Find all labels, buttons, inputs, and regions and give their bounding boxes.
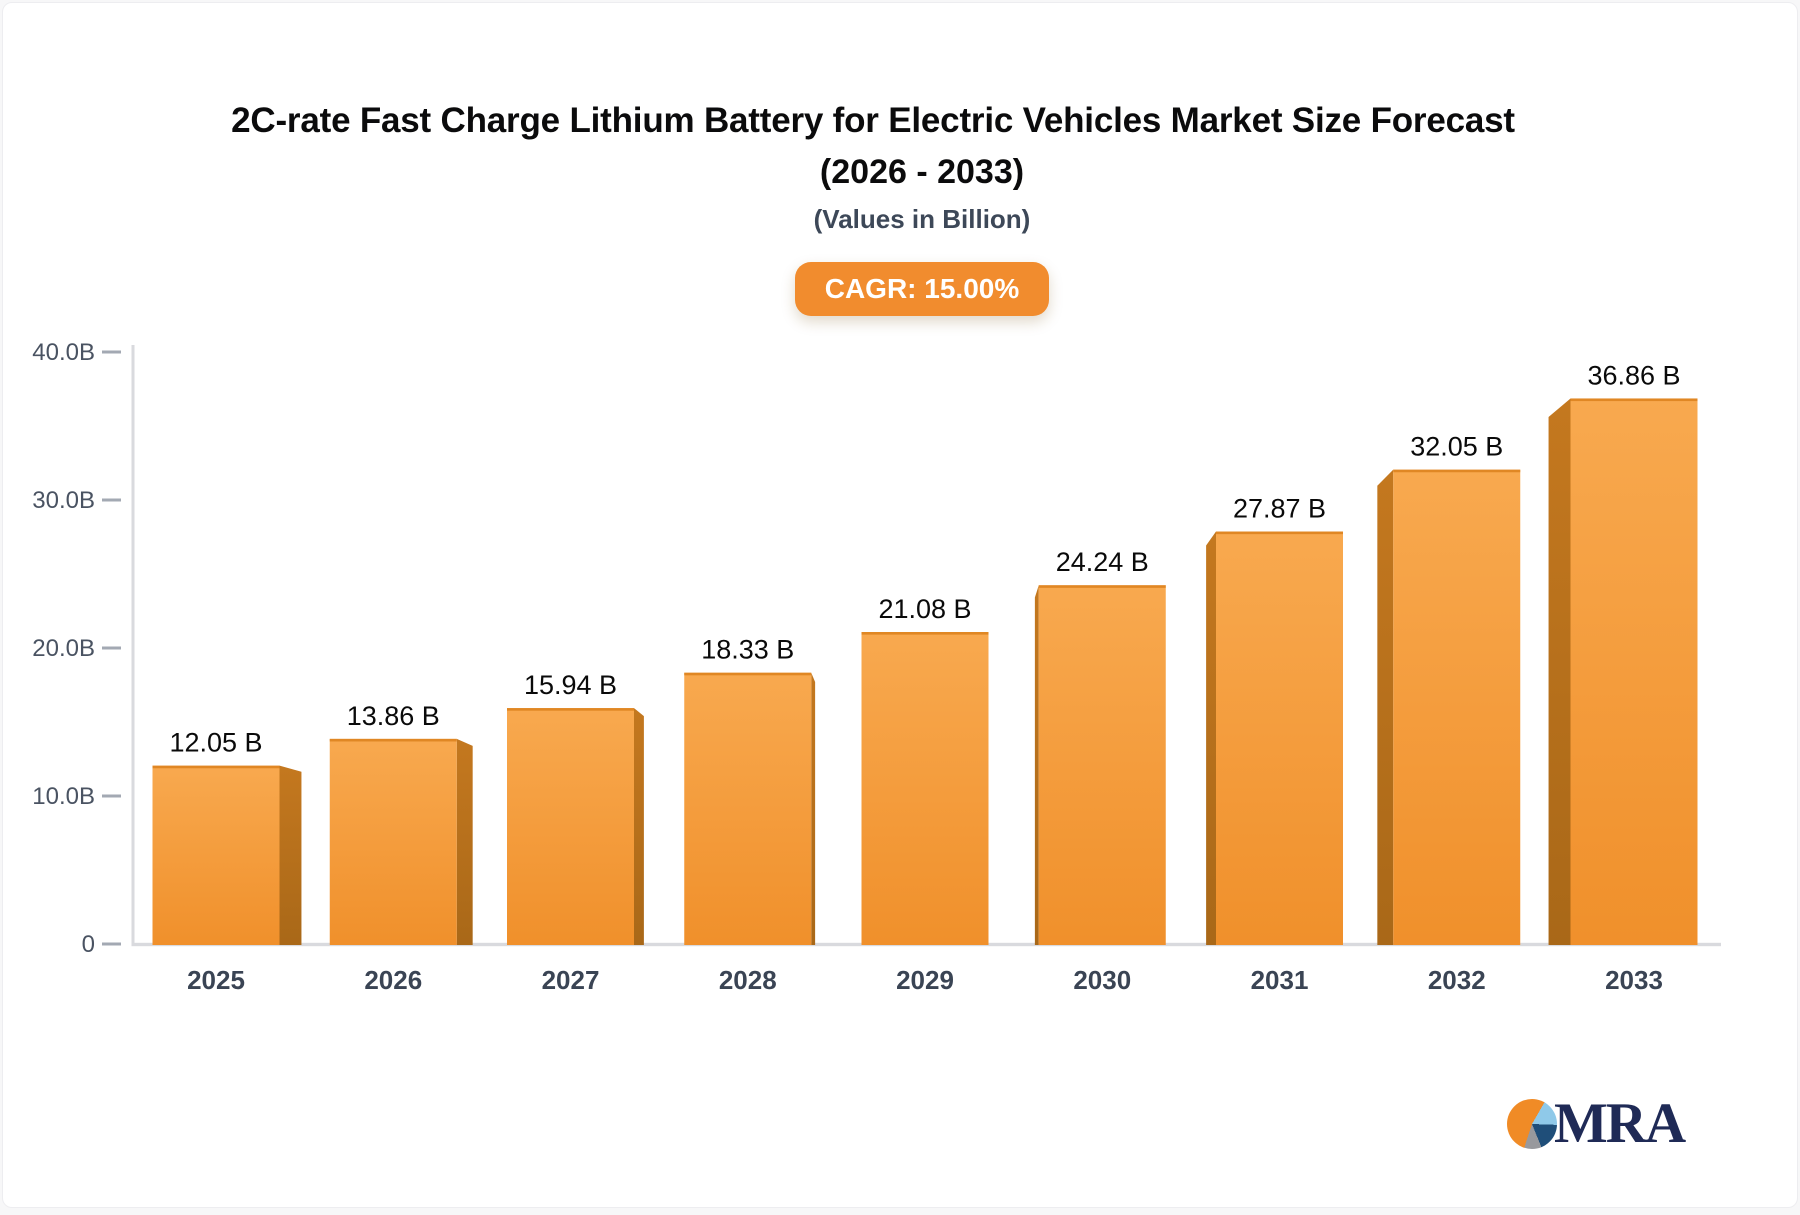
bar-front-face bbox=[329, 738, 457, 945]
x-tick-label: 2027 bbox=[542, 965, 600, 995]
y-tick-mark bbox=[102, 498, 121, 502]
y-tick-label: 30.0B bbox=[32, 487, 95, 514]
x-tick-label: 2029 bbox=[896, 965, 954, 995]
x-tick-label: 2032 bbox=[1428, 965, 1486, 995]
bar-side-face bbox=[1206, 531, 1216, 945]
y-tick-mark bbox=[102, 942, 121, 946]
bar-value-label: 12.05 B bbox=[169, 728, 262, 758]
bar-side-face bbox=[634, 708, 644, 945]
bar-side-face bbox=[456, 738, 473, 945]
title-block: 2C-rate Fast Charge Lithium Battery for … bbox=[3, 99, 1797, 316]
y-tick-mark bbox=[102, 794, 121, 798]
y-tick-label: 0 bbox=[82, 931, 95, 958]
y-tick-label: 20.0B bbox=[32, 635, 95, 662]
bar-front-face bbox=[1570, 398, 1698, 945]
y-tick-label: 40.0B bbox=[32, 339, 95, 366]
bar-front-face bbox=[861, 632, 989, 945]
bar-side-face bbox=[1548, 398, 1571, 945]
bar-side-face bbox=[1377, 469, 1394, 945]
bar-2031[interactable] bbox=[1206, 531, 1343, 945]
logo-text: MRA bbox=[1554, 1092, 1686, 1155]
x-tick-label: 2031 bbox=[1251, 965, 1309, 995]
x-tick-label: 2033 bbox=[1605, 965, 1663, 995]
bar-value-label: 27.87 B bbox=[1233, 494, 1326, 524]
y-tick-mark bbox=[102, 646, 121, 650]
bar-top-edge bbox=[152, 765, 280, 769]
bar-side-face bbox=[1034, 585, 1039, 945]
bar-top-edge bbox=[1038, 585, 1166, 588]
x-tick-label: 2025 bbox=[187, 965, 245, 995]
x-tick-label: 2030 bbox=[1073, 965, 1131, 995]
bar-2028[interactable] bbox=[684, 672, 816, 945]
y-axis-line bbox=[131, 345, 135, 946]
chart-title-line1: 2C-rate Fast Charge Lithium Battery for … bbox=[231, 101, 1515, 140]
bar-2025[interactable] bbox=[152, 765, 302, 945]
bar-2026[interactable] bbox=[329, 738, 473, 945]
bar-top-edge bbox=[861, 632, 989, 635]
bar-value-label: 15.94 B bbox=[524, 670, 617, 700]
bar-value-label: 13.86 B bbox=[347, 701, 440, 731]
bar-chart-canvas: 0 10.0B 20.0B 30.0B 40.0B 12.05 B 2025 13.86 B 2… bbox=[32, 339, 1721, 995]
bar-side-face bbox=[279, 765, 302, 945]
bar-top-edge bbox=[329, 738, 457, 742]
bar-value-label: 21.08 B bbox=[878, 594, 971, 624]
bar-2033[interactable] bbox=[1548, 398, 1698, 945]
bar-top-edge bbox=[684, 672, 812, 676]
bar-top-edge bbox=[1570, 398, 1698, 402]
bar-front-face bbox=[684, 672, 812, 945]
cagr-badge: CAGR: 15.00% bbox=[794, 261, 1050, 316]
chart-title-line2: (2026 - 2033) bbox=[819, 152, 1025, 191]
bar-value-label: 32.05 B bbox=[1410, 432, 1503, 462]
bar-top-edge bbox=[1393, 469, 1521, 473]
bar-front-face bbox=[1216, 531, 1343, 945]
y-tick-label: 10.0B bbox=[32, 783, 95, 810]
bar-value-label: 36.86 B bbox=[1587, 360, 1680, 390]
bar-2030[interactable] bbox=[1034, 585, 1166, 945]
bar-value-label: 24.24 B bbox=[1056, 547, 1149, 577]
bar-2029[interactable] bbox=[861, 632, 989, 945]
bar-value-label: 18.33 B bbox=[701, 635, 794, 665]
logo-pie-icon bbox=[1507, 1098, 1557, 1149]
bar-front-face bbox=[152, 765, 280, 945]
bar-side-face bbox=[811, 672, 816, 945]
bar-2027[interactable] bbox=[507, 708, 644, 945]
bar-front-face bbox=[1038, 585, 1166, 945]
x-tick-label: 2028 bbox=[719, 965, 777, 995]
bar-2032[interactable] bbox=[1377, 469, 1521, 945]
bar-front-face bbox=[1393, 469, 1521, 945]
y-tick-mark bbox=[102, 350, 121, 354]
x-tick-label: 2026 bbox=[364, 965, 422, 995]
bar-top-edge bbox=[1216, 531, 1343, 535]
bar-top-edge bbox=[507, 708, 634, 711]
chart-subtitle: (Values in Billion) bbox=[813, 203, 1031, 234]
bar-front-face bbox=[507, 708, 634, 945]
brand-logo: MRA bbox=[1507, 1092, 1686, 1155]
